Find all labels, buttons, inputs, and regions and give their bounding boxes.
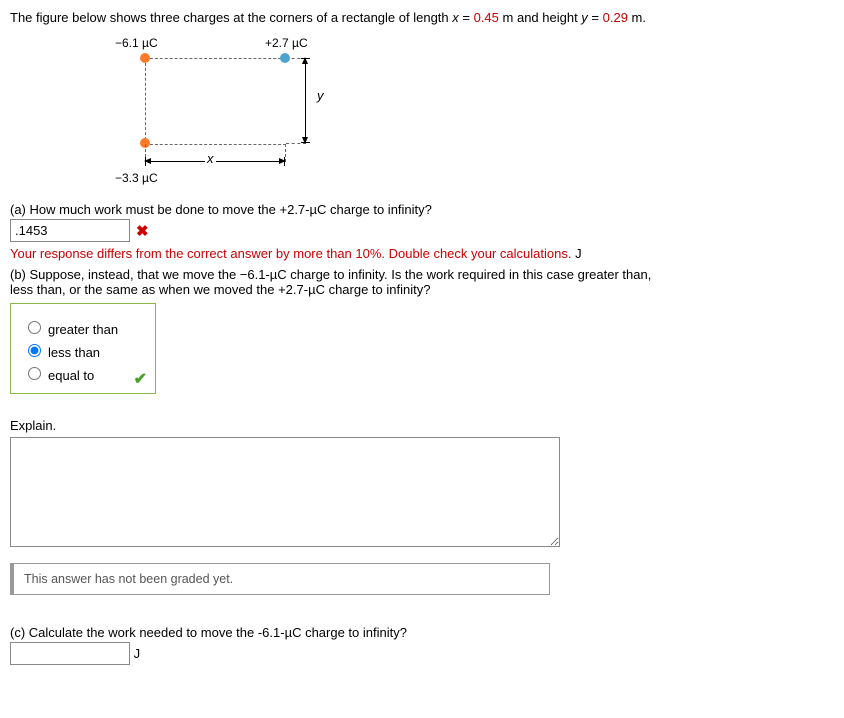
explain-textarea[interactable] — [10, 437, 560, 547]
intro-text: The figure below shows three charges at … — [10, 8, 834, 28]
explain-label: Explain. — [10, 418, 834, 433]
rectangle-outline — [145, 58, 286, 145]
charge-diagram: −6.1 µC +2.7 µC y x −3.3 µC — [125, 38, 355, 188]
label-less-than: less than — [48, 345, 100, 360]
label-greater-than: greater than — [48, 322, 118, 337]
radio-less-than[interactable] — [28, 344, 41, 357]
radio-greater-than[interactable] — [28, 321, 41, 334]
y-axis-label: y — [317, 88, 324, 103]
explain-section: Explain. This answer has not been graded… — [10, 418, 834, 595]
charge-top-right — [280, 53, 290, 63]
charge-top-left — [140, 53, 150, 63]
part-c: (c) Calculate the work needed to move th… — [10, 625, 834, 665]
part-b-line2: less than, or the same as when we moved … — [10, 282, 834, 297]
part-a-input[interactable] — [10, 219, 130, 242]
part-b-line1: (b) Suppose, instead, that we move the −… — [10, 267, 834, 282]
correct-icon: ✔ — [134, 369, 147, 389]
part-c-unit: J — [134, 646, 141, 661]
part-a: (a) How much work must be done to move t… — [10, 202, 834, 264]
y-dimension-arrow — [305, 58, 306, 143]
wrong-icon: ✖ — [136, 223, 149, 240]
intro-prefix: The figure below shows three charges at … — [10, 10, 452, 25]
x-axis-label: x — [205, 151, 216, 166]
charge-label-bottom-left: −3.3 µC — [115, 171, 158, 185]
part-c-input[interactable] — [10, 642, 130, 665]
multiple-choice-box: greater than less than equal to ✔ — [10, 303, 156, 394]
charge-label-top-left: −6.1 µC — [115, 36, 158, 50]
charge-label-top-right: +2.7 µC — [265, 36, 308, 50]
part-a-feedback: Your response differs from the correct a… — [10, 244, 834, 264]
label-equal-to: equal to — [48, 368, 94, 383]
y-value: 0.29 — [603, 10, 628, 25]
part-a-prompt: (a) How much work must be done to move t… — [10, 202, 834, 217]
not-graded-notice: This answer has not been graded yet. — [10, 563, 550, 595]
part-c-prompt: (c) Calculate the work needed to move th… — [10, 625, 834, 640]
radio-equal-to[interactable] — [28, 367, 41, 380]
part-b: (b) Suppose, instead, that we move the −… — [10, 267, 834, 394]
x-value: 0.45 — [474, 10, 499, 25]
